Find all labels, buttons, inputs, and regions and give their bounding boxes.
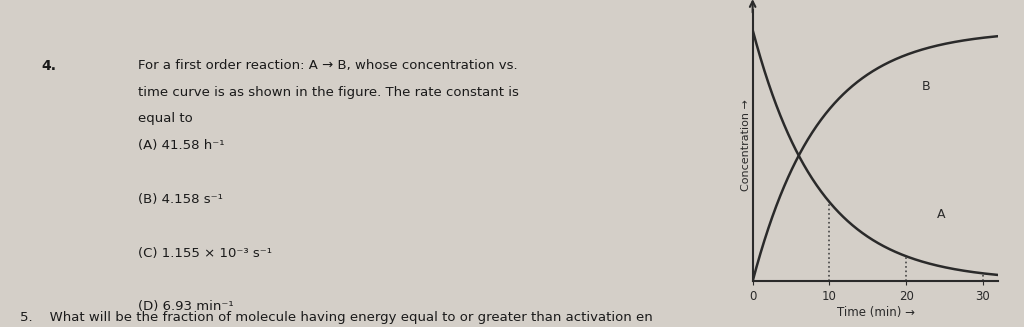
Text: equal to: equal to xyxy=(138,112,193,126)
Text: A: A xyxy=(937,208,945,221)
X-axis label: Time (min) →: Time (min) → xyxy=(837,306,914,319)
Text: 4.: 4. xyxy=(41,59,56,73)
Text: time curve is as shown in the figure. The rate constant is: time curve is as shown in the figure. Th… xyxy=(138,86,519,99)
Text: For a first order reaction: A → B, whose concentration vs.: For a first order reaction: A → B, whose… xyxy=(138,59,518,72)
Text: B: B xyxy=(922,80,930,93)
Text: 5.    What will be the fraction of molecule having energy equal to or greater th: 5. What will be the fraction of molecule… xyxy=(20,311,653,324)
Text: (C) 1.155 × 10⁻³ s⁻¹: (C) 1.155 × 10⁻³ s⁻¹ xyxy=(138,247,272,260)
Text: (B) 4.158 s⁻¹: (B) 4.158 s⁻¹ xyxy=(138,193,223,206)
Y-axis label: Concentration →: Concentration → xyxy=(741,100,752,191)
Text: (D) 6.93 min⁻¹: (D) 6.93 min⁻¹ xyxy=(138,300,233,313)
Text: (A) 41.58 h⁻¹: (A) 41.58 h⁻¹ xyxy=(138,139,224,152)
